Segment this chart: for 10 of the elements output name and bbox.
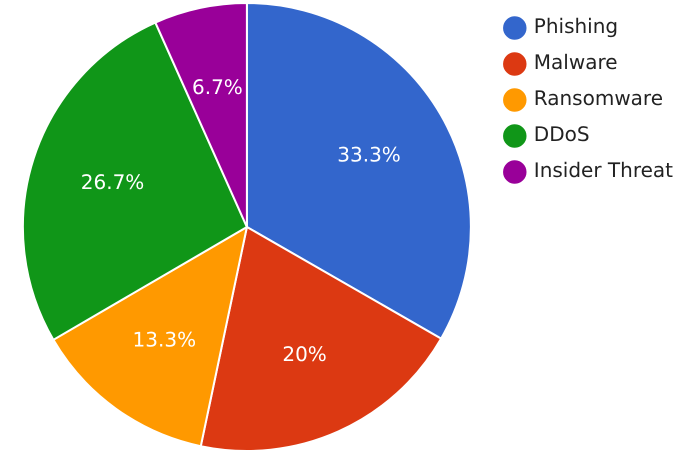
data-label: 13.3%	[132, 328, 196, 352]
data-label: 33.3%	[337, 142, 401, 167]
legend-label: Malware	[534, 50, 618, 74]
legend-label: Ransomware	[534, 86, 664, 110]
legend-label: Phishing	[534, 14, 618, 38]
data-label: 6.7%	[192, 75, 243, 100]
legend-label: DDoS	[534, 122, 590, 146]
data-label: 20%	[282, 342, 327, 366]
data-label: 26.7%	[80, 170, 144, 194]
legend-label: Insider Threat	[534, 158, 674, 182]
